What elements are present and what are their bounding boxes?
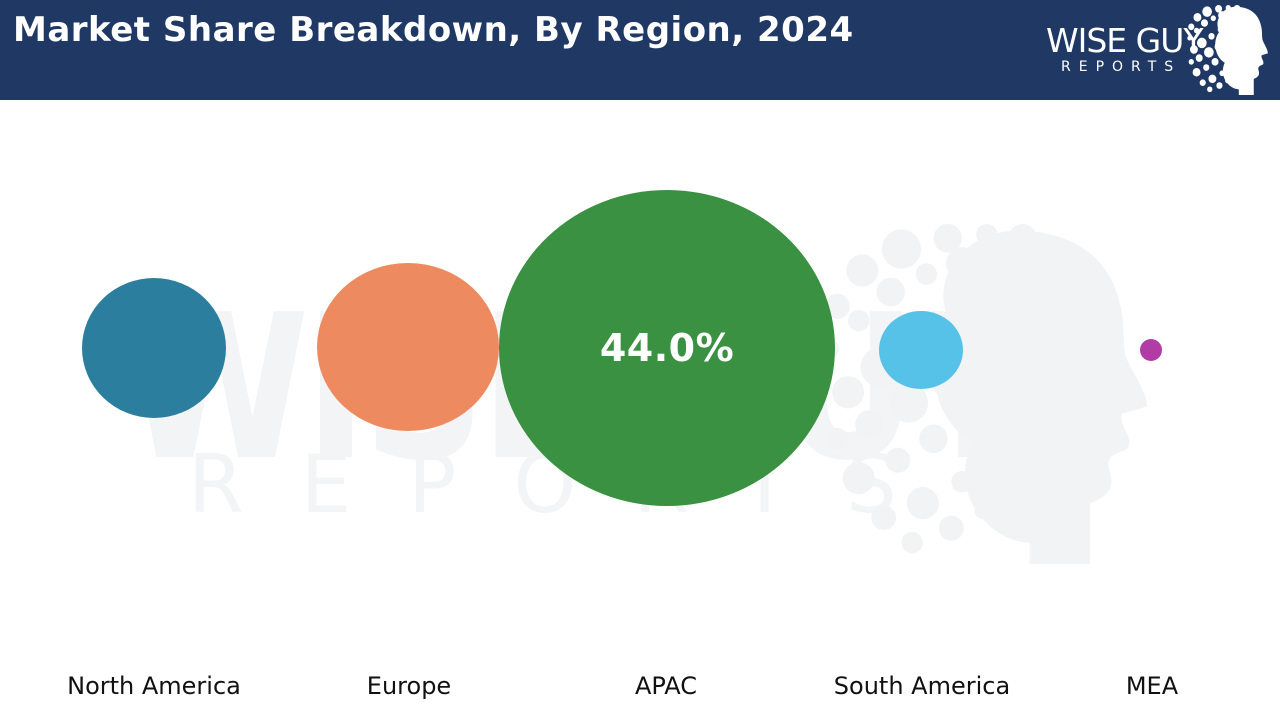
watermark-head-icon (821, 224, 1148, 564)
bubble-south-america (879, 311, 963, 389)
category-label-europe: Europe (366, 672, 452, 700)
bubble-north-america (82, 278, 226, 418)
page-title: Market Share Breakdown, By Region, 2024 (13, 10, 854, 50)
wiseguy-head-icon (1187, 5, 1268, 95)
category-label-north-america: North America (67, 672, 241, 700)
bubble-apac: 44.0% (499, 190, 835, 506)
bubble-value-label-apac: 44.0% (599, 326, 735, 370)
bubble-mea (1140, 339, 1162, 361)
category-label-apac: APAC (634, 672, 698, 700)
category-label-mea: MEA (1125, 672, 1179, 700)
header: Market Share Breakdown, By Region, 2024 … (0, 0, 1280, 100)
brand-name: WISE GUY (1046, 21, 1204, 60)
brand-tagline: REPORTS (1061, 59, 1182, 75)
bubble-europe (317, 263, 499, 431)
category-label-south-america: South America (833, 672, 1011, 700)
